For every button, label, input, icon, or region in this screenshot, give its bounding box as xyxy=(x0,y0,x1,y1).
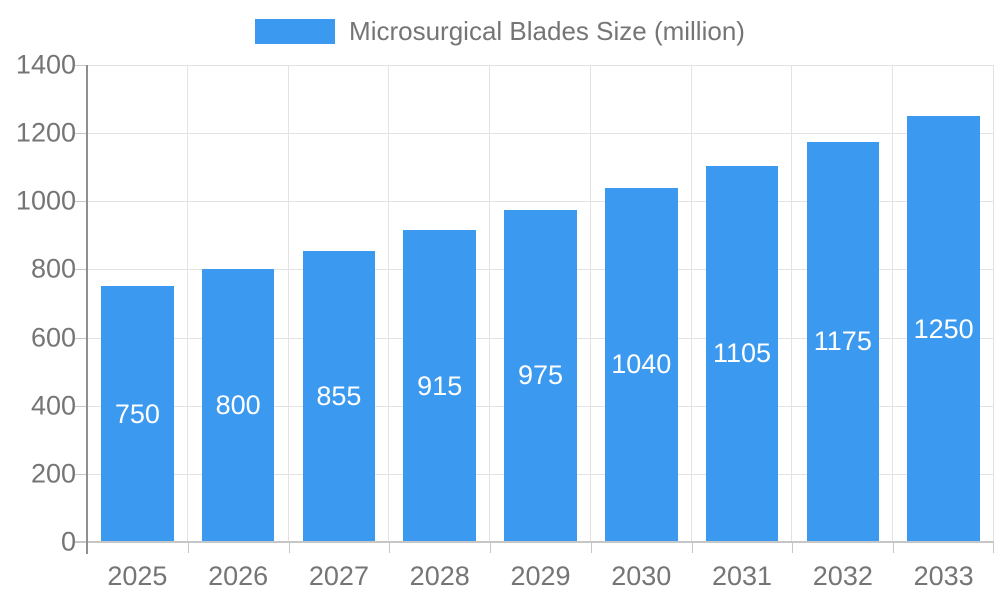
x-axis-tick xyxy=(389,542,391,553)
bar-value-label: 750 xyxy=(114,398,160,429)
y-tick-label: 1200 xyxy=(15,117,76,148)
y-tick-label: 800 xyxy=(30,253,76,284)
gridline-vertical xyxy=(388,65,390,542)
y-axis-tick xyxy=(75,65,87,66)
bar-2027[interactable]: 855 xyxy=(302,250,376,542)
gridline-vertical xyxy=(993,65,994,542)
x-tick-label: 2025 xyxy=(107,561,168,591)
x-axis-tick xyxy=(590,542,592,553)
y-tick-label: 200 xyxy=(30,458,76,489)
x-axis-tick xyxy=(490,542,492,553)
x-tick-label: 2031 xyxy=(712,561,773,591)
bar-2026[interactable]: 800 xyxy=(201,269,275,542)
legend: Microsurgical Blades Size (million) xyxy=(0,17,1000,46)
gridline-vertical xyxy=(186,65,188,542)
x-axis-tick xyxy=(691,542,693,553)
y-tick-label: 1400 xyxy=(15,49,76,80)
x-tick-label: 2029 xyxy=(510,561,571,591)
x-tick-label: 2028 xyxy=(409,561,470,591)
x-tick-label: 2027 xyxy=(308,561,369,591)
plot-area: 0 200 400 600 800 1000 1200 1400 750 2025 800 2026 8… xyxy=(16,51,994,590)
y-axis-tick xyxy=(75,337,87,339)
bar-2028[interactable]: 915 xyxy=(403,230,476,542)
bar-2025[interactable]: 750 xyxy=(101,286,174,542)
bar-value-label: 1250 xyxy=(913,313,974,344)
x-tick-label: 2033 xyxy=(913,561,974,591)
gridline-horizontal xyxy=(87,65,994,66)
gridline-vertical xyxy=(791,65,793,542)
gridline-vertical xyxy=(489,65,491,542)
y-tick-label: 0 xyxy=(60,526,76,557)
bar-2029[interactable]: 975 xyxy=(504,209,577,542)
x-axis-tick xyxy=(288,542,290,553)
bar-2032[interactable]: 1175 xyxy=(806,141,880,542)
bar-value-label: 1175 xyxy=(813,326,872,357)
x-axis-tick xyxy=(187,542,189,553)
gridline-vertical xyxy=(287,65,289,542)
bar-value-label: 800 xyxy=(215,390,261,421)
x-tick-label: 2026 xyxy=(208,561,269,591)
legend-label[interactable]: Microsurgical Blades Size (million) xyxy=(349,16,745,46)
gridline-horizontal xyxy=(87,201,994,203)
y-axis-tick xyxy=(75,405,87,407)
y-axis-line xyxy=(86,65,88,554)
y-tick-label: 400 xyxy=(30,390,76,421)
y-axis-tick xyxy=(75,201,87,203)
gridline-horizontal xyxy=(87,133,994,135)
x-tick-label: 2032 xyxy=(812,561,873,591)
bar-value-label: 975 xyxy=(517,360,564,391)
gridline-vertical xyxy=(589,65,591,542)
y-axis-tick xyxy=(75,473,87,475)
y-tick-label: 600 xyxy=(30,322,76,353)
x-axis-line xyxy=(75,541,994,543)
bar-2031[interactable]: 1105 xyxy=(705,165,779,542)
bar-2033[interactable]: 1250 xyxy=(907,116,980,542)
bar-value-label: 855 xyxy=(316,380,362,411)
y-axis-tick xyxy=(75,269,87,271)
bar-2030[interactable]: 1040 xyxy=(604,187,678,542)
y-tick-label: 1000 xyxy=(15,185,76,216)
x-axis-tick xyxy=(893,542,895,553)
gridline-vertical xyxy=(892,65,894,542)
x-axis-tick xyxy=(993,542,994,553)
gridline-vertical xyxy=(690,65,692,542)
x-axis-tick xyxy=(792,542,794,553)
y-axis-tick xyxy=(75,133,87,135)
bar-value-label: 1105 xyxy=(713,338,772,369)
x-tick-label: 2030 xyxy=(611,561,672,591)
bar-value-label: 915 xyxy=(417,370,463,401)
bar-value-label: 1040 xyxy=(611,349,672,380)
legend-swatch[interactable] xyxy=(255,18,336,44)
